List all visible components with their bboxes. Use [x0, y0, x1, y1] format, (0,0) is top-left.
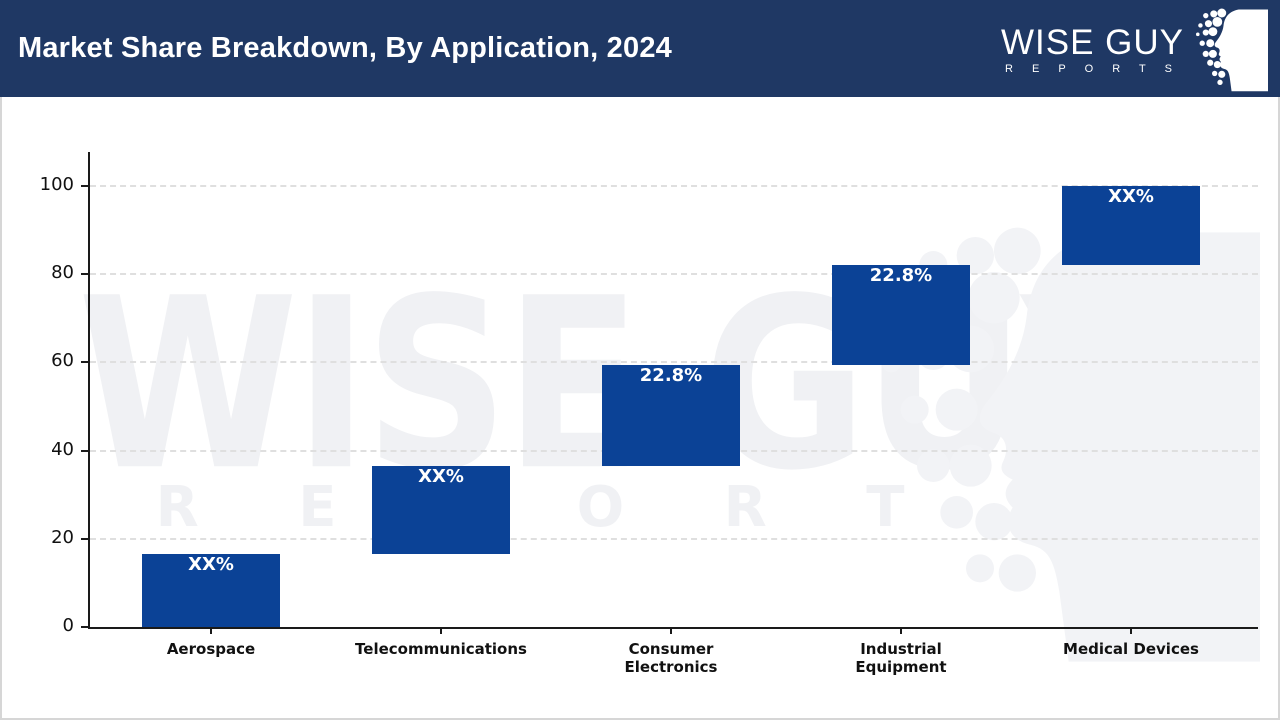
- x-category-label: Aerospace: [166, 640, 256, 658]
- gridline: [90, 537, 1258, 540]
- y-tick-mark: [81, 185, 90, 187]
- x-tick-mark: [440, 627, 442, 634]
- x-tick-mark: [670, 627, 672, 634]
- x-tick-mark: [210, 627, 212, 634]
- logo-wordmark-line2: R E P O R T S: [1005, 62, 1180, 75]
- y-tick-mark: [81, 537, 90, 540]
- y-tick-label: 20: [51, 526, 74, 548]
- page-title: Market Share Breakdown, By Application, …: [18, 32, 672, 64]
- y-tick-mark: [81, 361, 90, 364]
- header-bar: Market Share Breakdown, By Application, …: [0, 0, 1280, 97]
- bar-segment: [602, 365, 740, 467]
- x-category-label: Consumer Electronics: [624, 640, 718, 676]
- bar-value-label: XX%: [418, 466, 464, 488]
- y-tick-mark: [81, 449, 90, 452]
- y-tick-label: 80: [51, 262, 74, 284]
- y-tick-mark: [81, 626, 90, 628]
- y-tick-label: 0: [62, 615, 74, 636]
- y-tick-label: 100: [39, 174, 74, 195]
- x-category-label: Industrial Equipment: [855, 640, 947, 676]
- gridline: [90, 185, 1258, 187]
- x-axis-line: [88, 627, 1258, 629]
- gridline: [90, 273, 1258, 276]
- bar-value-label: 22.8%: [869, 264, 933, 286]
- y-tick-label: 60: [51, 350, 74, 372]
- wiseguy-logo: WISE GUY R E P O R T S: [1001, 6, 1268, 92]
- logo-wordmark-line1: WISE GUY: [1000, 22, 1184, 62]
- y-tick-mark: [81, 273, 90, 276]
- x-category-label: Medical Devices: [1063, 640, 1199, 658]
- x-category-label: Telecommunications: [355, 640, 527, 658]
- bar-segment: [372, 466, 510, 555]
- bar-value-label: XX%: [1108, 186, 1154, 207]
- logo-face-icon: [1196, 8, 1268, 92]
- gridline: [90, 361, 1258, 364]
- bar-value-label: XX%: [188, 554, 234, 576]
- logo-wordmark: WISE GUY R E P O R T S: [1000, 22, 1184, 75]
- y-tick-label: 40: [51, 438, 74, 460]
- bar-value-label: 22.8%: [639, 365, 703, 387]
- x-tick-mark: [1130, 627, 1132, 634]
- y-axis-line: [88, 152, 90, 629]
- x-tick-mark: [900, 627, 902, 634]
- bar-segment: [142, 554, 280, 627]
